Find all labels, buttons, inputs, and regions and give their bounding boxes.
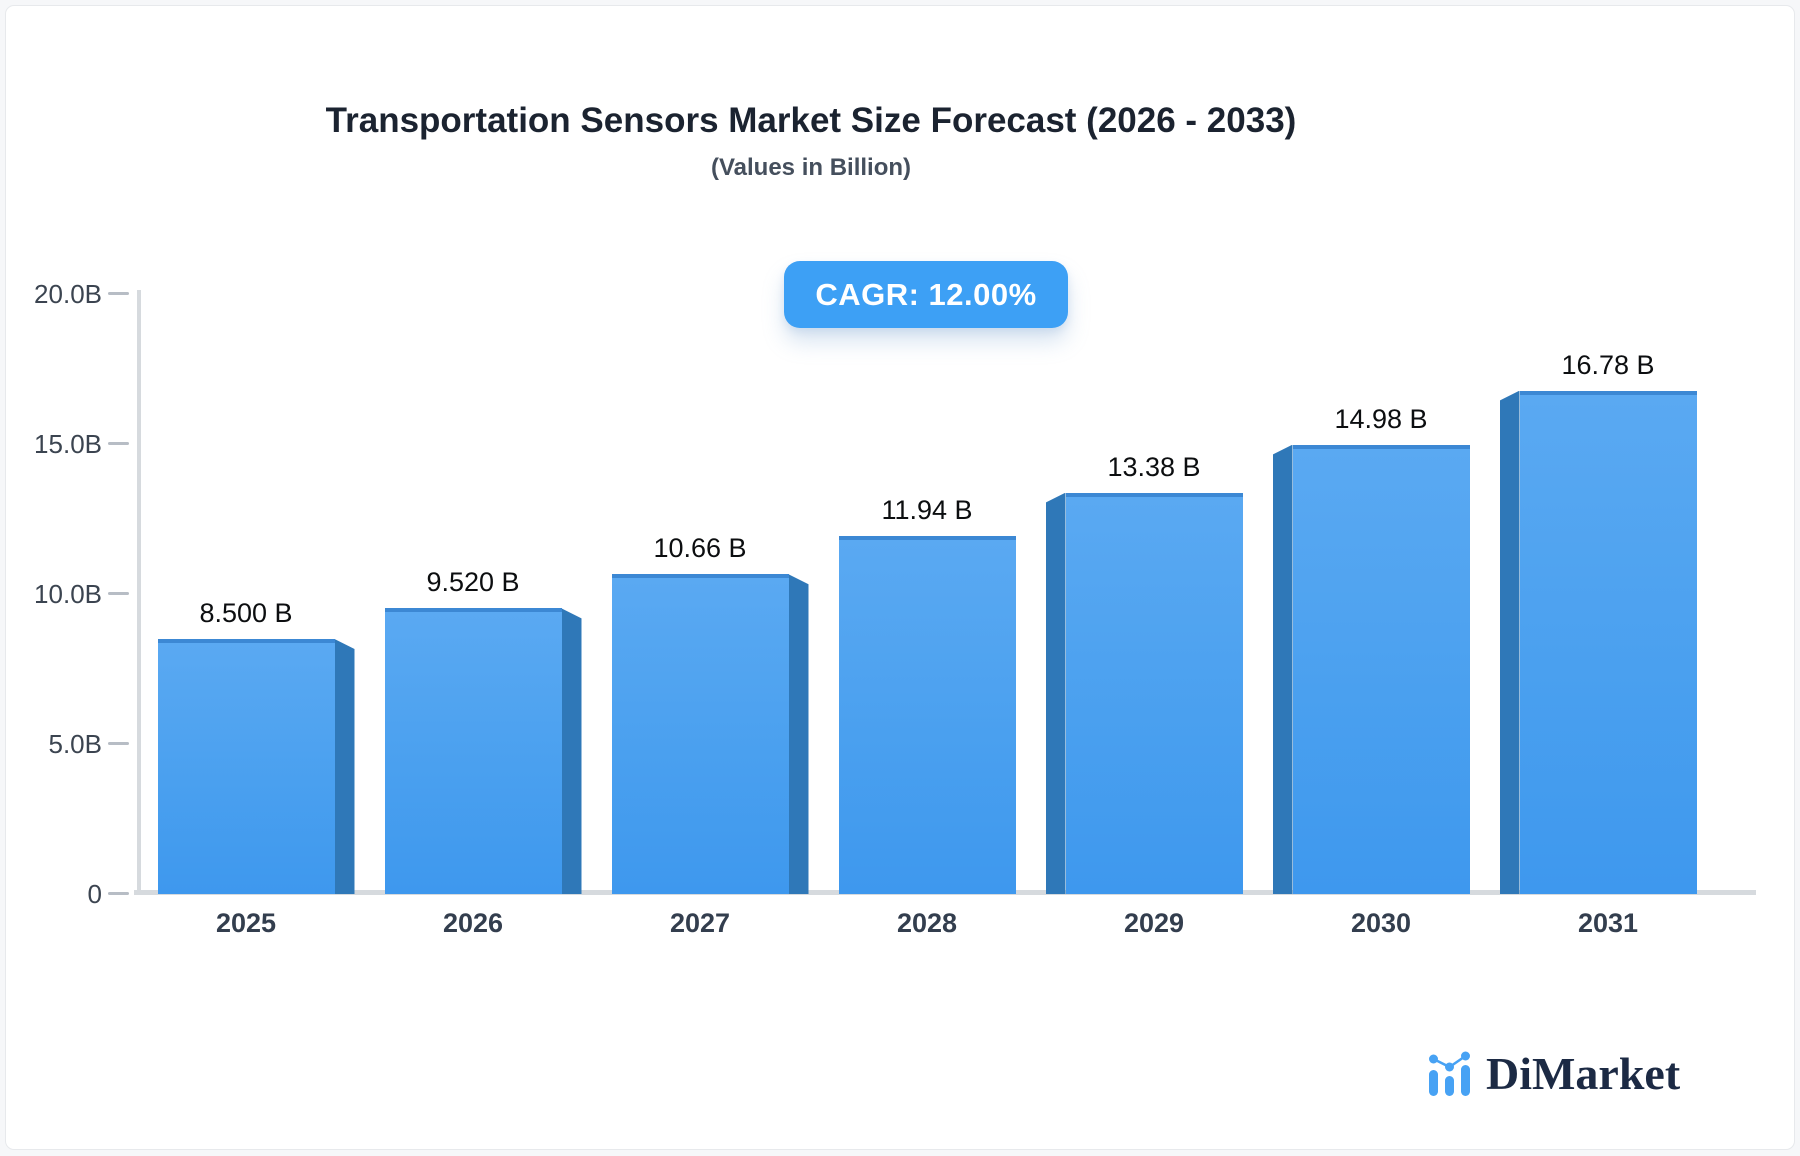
bar-chart-logo-icon xyxy=(1429,1051,1470,1096)
bar-side-face xyxy=(561,608,582,894)
chart-title: Transportation Sensors Market Size Forec… xyxy=(325,101,1297,140)
x-axis-label: 2026 xyxy=(442,908,504,938)
bar-side-face xyxy=(1045,492,1066,894)
bar-value-label: 11.94 B xyxy=(881,494,973,525)
chart-card: Transportation Sensors Market Size Forec… xyxy=(5,5,1795,1150)
bar-value-label: 14.98 B xyxy=(1334,403,1428,434)
bar-value-label: 9.520 B xyxy=(426,567,520,598)
brand-logo: DiMarket xyxy=(1426,1046,1680,1098)
bar xyxy=(1519,390,1697,894)
y-axis-label: 20.0B xyxy=(34,279,102,309)
brand-name: DiMarket xyxy=(1486,1048,1681,1099)
y-axis-label: 0 xyxy=(87,879,102,909)
y-axis-label: 10.0B xyxy=(34,579,102,609)
x-axis-label: 2027 xyxy=(669,908,731,938)
x-axis-label: 2030 xyxy=(1350,908,1412,938)
y-axis-tick xyxy=(108,292,129,295)
x-axis-label: 2031 xyxy=(1577,908,1639,938)
x-axis-label: 2025 xyxy=(215,908,277,938)
bar xyxy=(838,535,1016,894)
x-axis-label: 2029 xyxy=(1123,908,1185,938)
bar-value-label: 13.38 B xyxy=(1107,451,1201,482)
x-axis-label: 2028 xyxy=(896,908,958,938)
bar xyxy=(1065,492,1243,894)
bar xyxy=(611,574,789,894)
bar xyxy=(384,608,562,894)
y-axis-tick xyxy=(108,892,129,895)
y-axis-line xyxy=(137,290,141,895)
y-axis-label: 5.0B xyxy=(48,729,103,759)
y-axis-label: 15.0B xyxy=(34,429,102,459)
y-axis-tick xyxy=(108,592,129,595)
bar-side-face xyxy=(788,574,809,894)
bar-value-label: 10.66 B xyxy=(653,533,747,564)
bar-side-face xyxy=(1272,444,1293,894)
cagr-badge: CAGR: 12.00% xyxy=(784,261,1068,328)
bar-value-label: 16.78 B xyxy=(1561,349,1655,380)
bar-side-face xyxy=(334,639,355,894)
bar-value-label: 8.500 B xyxy=(199,598,293,628)
y-axis-tick xyxy=(108,442,129,445)
bar xyxy=(1292,444,1470,894)
cagr-badge-label: CAGR: 12.00% xyxy=(815,276,1037,312)
bar-side-face xyxy=(1499,390,1520,894)
bar xyxy=(157,639,335,894)
chart-subtitle: (Values in Billion) xyxy=(710,154,912,181)
y-axis-tick xyxy=(108,742,129,745)
